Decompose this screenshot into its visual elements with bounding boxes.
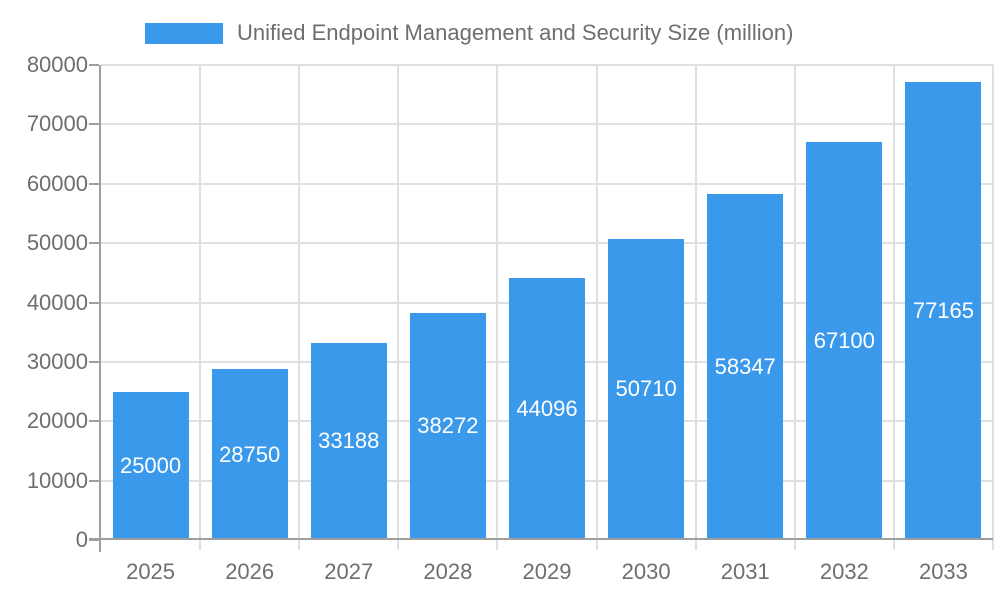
y-axis-tick (89, 360, 99, 363)
y-tick-label: 60000 (26, 170, 88, 196)
x-axis-tick (595, 540, 598, 550)
x-axis-line (89, 538, 993, 540)
x-tick-label: 2033 (918, 559, 968, 584)
y-axis-tick (89, 301, 99, 304)
bar-2032[interactable] (806, 141, 883, 540)
y-gridline (101, 123, 993, 126)
y-axis-tick (89, 182, 99, 185)
bar-2025[interactable] (112, 391, 189, 540)
y-tick-label: 10000 (26, 467, 88, 493)
x-tick-label: 2027 (324, 559, 374, 584)
y-axis-tick (89, 64, 99, 66)
y-axis-tick (89, 123, 99, 126)
plot-area: 0 10000 20000 30000 40000 50000 60000 70000 8000… (27, 52, 994, 584)
bar-value-label: 58347 (714, 353, 776, 379)
x-axis-tick (496, 540, 499, 550)
bar-value-label: 50710 (615, 376, 677, 402)
x-tick-label: 2025 (126, 559, 176, 584)
x-axis-tick (992, 540, 994, 550)
x-gridline (496, 65, 499, 540)
y-tick-label: 0 (75, 527, 88, 552)
x-gridline (793, 65, 796, 540)
bar-2031[interactable] (707, 193, 784, 540)
y-axis-line (99, 65, 101, 552)
bar-2028[interactable] (409, 312, 486, 540)
x-axis-tick (397, 540, 400, 550)
x-axis-tick (199, 540, 202, 550)
x-gridline (298, 65, 301, 540)
y-tick-label: 40000 (26, 289, 88, 315)
y-axis-tick (89, 479, 99, 482)
bar-value-label: 33188 (318, 428, 380, 454)
y-axis-tick (89, 539, 99, 541)
x-gridline (595, 65, 598, 540)
x-axis-tick (793, 540, 796, 550)
x-gridline (199, 65, 202, 540)
y-tick-label: 30000 (26, 348, 88, 374)
y-tick-label: 50000 (26, 230, 88, 256)
bar-2033[interactable] (905, 81, 982, 540)
bar-value-label: 28750 (219, 441, 281, 467)
x-tick-label: 2031 (720, 559, 770, 584)
x-tick-label: 2028 (423, 559, 473, 584)
bar-value-label: 38272 (417, 413, 479, 439)
x-gridline (892, 65, 895, 540)
y-tick-label: 70000 (26, 111, 88, 137)
x-tick-label: 2032 (819, 559, 869, 584)
x-axis-tick (298, 540, 301, 550)
x-gridline (694, 65, 697, 540)
x-tick-label: 2030 (621, 559, 671, 584)
y-gridline (101, 182, 993, 185)
x-gridline (397, 65, 400, 540)
bar-value-label: 25000 (119, 452, 182, 478)
x-gridline (992, 65, 994, 540)
bar-value-label: 67100 (813, 327, 875, 353)
bar-2030[interactable] (608, 238, 685, 540)
bar-2027[interactable] (310, 342, 387, 540)
y-tick-label: 20000 (26, 408, 88, 434)
y-gridline (101, 242, 993, 245)
x-tick-label: 2029 (522, 559, 572, 584)
y-gridline (101, 64, 993, 66)
y-axis-tick (89, 242, 99, 245)
bar-2026[interactable] (211, 369, 288, 540)
x-axis-tick (694, 540, 697, 550)
y-tick-label: 80000 (26, 52, 88, 77)
x-axis-tick (892, 540, 895, 550)
x-tick-label: 2026 (225, 559, 275, 584)
legend-item[interactable]: Unified Endpoint Management and Security… (145, 16, 793, 50)
bar-2029[interactable] (509, 278, 585, 540)
y-axis-tick (89, 420, 99, 423)
legend-label[interactable]: Unified Endpoint Management and Security… (237, 20, 794, 45)
legend-swatch[interactable] (145, 22, 223, 44)
bar-value-label: 44096 (516, 396, 578, 422)
bar-value-label: 77165 (912, 297, 975, 323)
